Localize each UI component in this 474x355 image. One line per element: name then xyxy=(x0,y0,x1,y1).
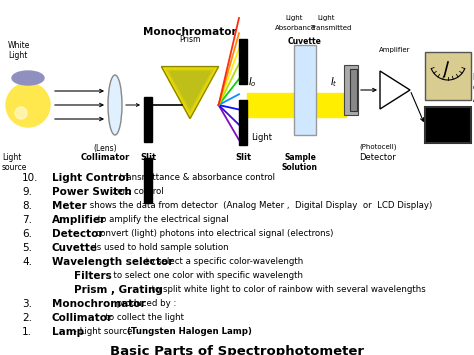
Text: $I_o$: $I_o$ xyxy=(248,75,257,89)
Text: to select a specific color-wavelength: to select a specific color-wavelength xyxy=(143,257,303,266)
Text: $I_t$: $I_t$ xyxy=(330,75,338,89)
Ellipse shape xyxy=(108,75,122,135)
Text: 3.: 3. xyxy=(22,299,32,309)
Text: Power Switch: Power Switch xyxy=(52,187,132,197)
Text: Amplifier: Amplifier xyxy=(52,215,106,225)
Text: Monochromator: Monochromator xyxy=(143,27,237,37)
Text: convert (light) photons into electrical signal (electrons): convert (light) photons into electrical … xyxy=(91,229,334,238)
Text: to select one color with specific wavelength: to select one color with specific wavele… xyxy=(108,271,302,280)
Polygon shape xyxy=(316,93,346,117)
Text: Collimator: Collimator xyxy=(81,153,129,162)
Ellipse shape xyxy=(12,71,44,85)
Text: Detector: Detector xyxy=(52,229,103,239)
FancyBboxPatch shape xyxy=(425,107,471,143)
Polygon shape xyxy=(162,67,219,119)
Text: transmittance & absorbance control: transmittance & absorbance control xyxy=(114,173,275,182)
Text: Prism , Grating: Prism , Grating xyxy=(74,285,163,295)
Text: Slit: Slit xyxy=(235,153,251,162)
Text: Slit: Slit xyxy=(140,153,156,162)
Text: 9.: 9. xyxy=(22,187,32,197)
Text: Wavelength selector: Wavelength selector xyxy=(52,257,173,267)
Text: Collimator: Collimator xyxy=(52,313,113,323)
Text: 6.: 6. xyxy=(22,229,32,239)
Text: Detector: Detector xyxy=(360,153,396,162)
Text: Light: Light xyxy=(285,15,302,21)
Text: or: or xyxy=(473,83,474,92)
Text: 2.: 2. xyxy=(22,313,32,323)
Text: Monochromator: Monochromator xyxy=(52,299,146,309)
Text: 0.20: 0.20 xyxy=(426,116,470,134)
Text: - Light source: - Light source xyxy=(71,327,136,336)
Text: Light
source: Light source xyxy=(2,153,27,173)
Text: Digital Display: Digital Display xyxy=(473,73,474,82)
Text: Is used to hold sample solution: Is used to hold sample solution xyxy=(86,243,228,252)
Text: Lamp: Lamp xyxy=(52,327,84,337)
Bar xyxy=(144,97,152,142)
Bar xyxy=(344,65,358,115)
Text: White
Light: White Light xyxy=(8,41,30,60)
Polygon shape xyxy=(247,93,294,117)
Polygon shape xyxy=(164,68,217,116)
Polygon shape xyxy=(168,71,212,111)
Text: shows the data from detector  (Analog Meter ,  Digital Display  or  LCD Display): shows the data from detector (Analog Met… xyxy=(76,201,432,210)
Text: Prism: Prism xyxy=(179,35,201,44)
Text: zero control: zero control xyxy=(109,187,163,196)
Text: produced by :: produced by : xyxy=(114,299,177,308)
Text: 7.: 7. xyxy=(22,215,32,225)
Text: Meter: Meter xyxy=(52,201,87,211)
Text: Cuvette: Cuvette xyxy=(288,37,322,46)
Polygon shape xyxy=(170,72,210,108)
FancyBboxPatch shape xyxy=(294,45,316,135)
Text: (Lens): (Lens) xyxy=(93,144,117,153)
Text: (Tungsten Halogen Lamp): (Tungsten Halogen Lamp) xyxy=(127,327,252,336)
Text: 10.: 10. xyxy=(22,173,38,183)
Text: :to split white light to color of rainbow with several wavelengths: :to split white light to color of rainbo… xyxy=(146,285,426,294)
Text: Filters: Filters xyxy=(74,271,112,281)
Text: Light: Light xyxy=(317,15,335,21)
Circle shape xyxy=(6,83,50,127)
Text: Absorbance: Absorbance xyxy=(275,25,316,31)
Text: to collect the light: to collect the light xyxy=(100,313,184,322)
Circle shape xyxy=(15,107,27,119)
Text: Sample
Solution: Sample Solution xyxy=(282,153,318,173)
Text: Light Control: Light Control xyxy=(52,173,129,183)
Text: 5.: 5. xyxy=(22,243,32,253)
Text: Cuvette: Cuvette xyxy=(52,243,98,253)
Text: Light: Light xyxy=(251,133,272,142)
Text: 8.: 8. xyxy=(22,201,32,211)
Polygon shape xyxy=(166,69,214,113)
Text: 4.: 4. xyxy=(22,257,32,267)
Text: 1.: 1. xyxy=(22,327,32,337)
Text: Basic Parts of Spectrophotometer: Basic Parts of Spectrophotometer xyxy=(110,345,364,355)
Text: Transmitted: Transmitted xyxy=(310,25,351,31)
Text: (Photocell): (Photocell) xyxy=(359,144,397,151)
Bar xyxy=(144,158,152,203)
Bar xyxy=(350,69,357,111)
Text: Amplifier: Amplifier xyxy=(379,47,411,53)
FancyBboxPatch shape xyxy=(425,52,471,100)
Bar xyxy=(239,39,247,84)
Text: to amplify the electrical signal: to amplify the electrical signal xyxy=(95,215,229,224)
Polygon shape xyxy=(380,71,410,109)
Bar xyxy=(239,100,247,145)
Text: Analog Meter: Analog Meter xyxy=(473,95,474,104)
